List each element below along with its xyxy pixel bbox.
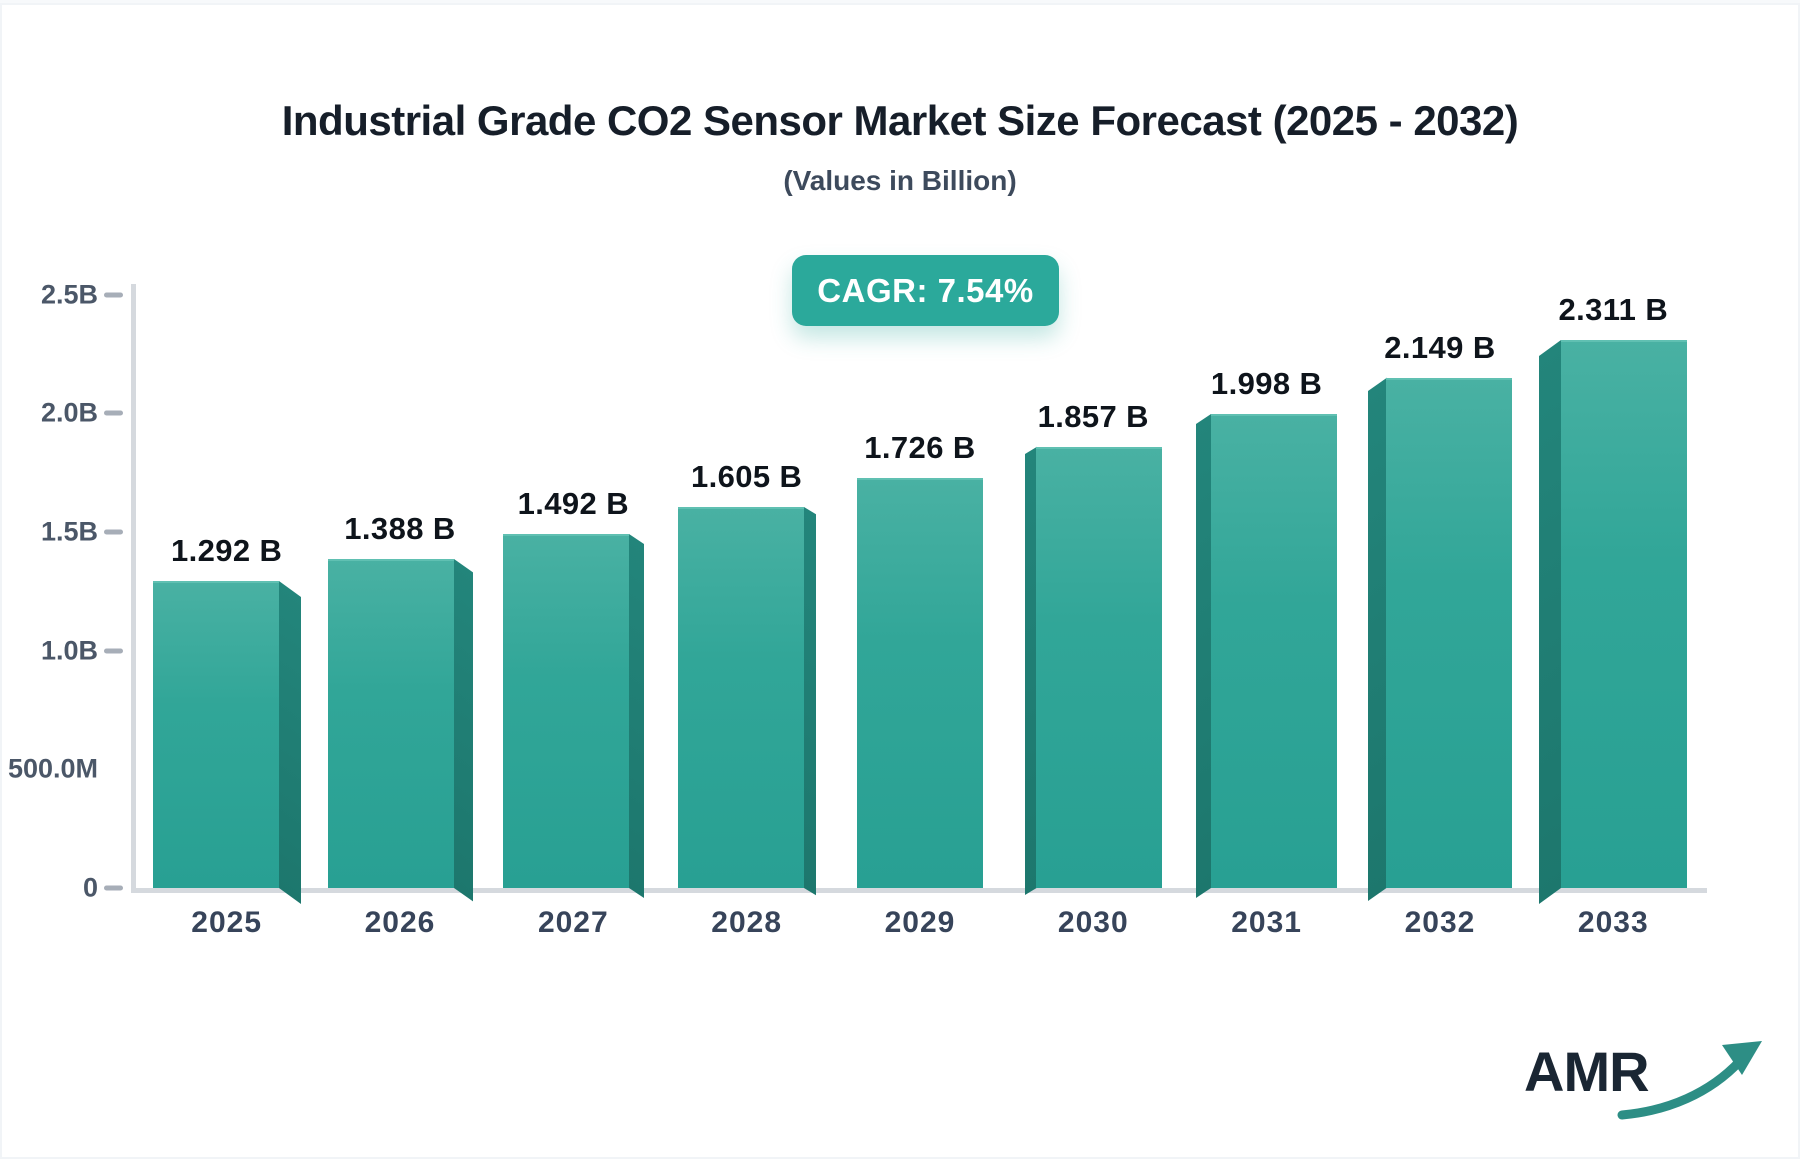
x-axis-year-label: 2027 (537, 906, 609, 939)
bar-front-face (1561, 339, 1688, 888)
bar-2026: 1.388 B (327, 511, 473, 901)
bar-side-face (1367, 378, 1387, 901)
bar-value-label: 1.492 B (517, 485, 629, 521)
x-axis-year-label: 2030 (1057, 906, 1129, 939)
bar-2027: 1.492 B (502, 486, 644, 898)
y-tick-label: 2.5B (40, 279, 98, 310)
bar-2029: 1.726 B (856, 430, 983, 888)
bar-value-label: 1.857 B (1037, 399, 1149, 435)
x-axis-year-label: 2032 (1404, 906, 1476, 939)
bar-front-face (1386, 378, 1513, 888)
bar-side-face (1539, 339, 1562, 904)
bar-slot: 2.149 B (1353, 3, 1526, 901)
y-tick-dash (104, 292, 123, 298)
bar-value-label: 2.311 B (1558, 291, 1669, 327)
bar-side-face (803, 507, 816, 895)
y-tick-dash (104, 529, 123, 535)
bar-2025: 1.292 B (152, 533, 301, 904)
bar-2033: 2.311 B (1539, 292, 1688, 904)
x-axis-year-label: 2029 (884, 906, 956, 939)
x-axis-line (131, 888, 1707, 893)
y-tick-label: 500.0M (7, 753, 98, 784)
bar-front-face (1211, 413, 1338, 888)
y-tick-dash (104, 885, 123, 891)
bar-value-label: 1.726 B (864, 430, 976, 466)
bar-slot: 1.492 B (487, 3, 660, 898)
bar-side-face (1196, 413, 1212, 898)
bar-slot: 1.388 B (313, 3, 486, 901)
bar-slot: 1.605 B (660, 3, 833, 895)
bar-slot: 1.292 B (140, 3, 313, 904)
bar-2032: 2.149 B (1367, 330, 1513, 901)
x-axis-year-label: 2033 (1577, 906, 1649, 939)
y-tick-label: 2.0B (40, 397, 98, 428)
bar-front-face (152, 581, 279, 888)
bar-front-face (677, 507, 804, 888)
y-tick-dash (104, 410, 123, 416)
bar-side-face (278, 581, 301, 904)
x-axis-year-label: 2026 (364, 906, 436, 939)
bar-value-label: 1.292 B (170, 533, 283, 569)
bar-series: 1.292 B 1.388 B 1.492 B 1.605 B 1.726 B (140, 3, 1700, 904)
amr-logo: AMR (1524, 1039, 1762, 1129)
bar-side-face (453, 558, 473, 901)
y-tick-label: 0 (82, 872, 98, 903)
bar-side-face (1024, 447, 1037, 895)
y-tick-dash (104, 648, 123, 654)
bar-front-face (1036, 447, 1163, 888)
y-axis-line (131, 284, 136, 892)
bar-slot: 1.857 B (1007, 3, 1180, 895)
bar-side-face (628, 533, 644, 898)
amr-logo-text: AMR (1524, 1040, 1650, 1103)
x-axis-year-label: 2025 (191, 906, 263, 939)
bar-front-face (856, 478, 983, 888)
page-title: Industrial Grade CO2 Sensor Market Size … (281, 97, 1519, 144)
bar-2031: 1.998 B (1196, 366, 1338, 898)
bar-front-face (327, 558, 454, 888)
growth-arrow-icon (1617, 1041, 1762, 1120)
bar-value-label: 1.998 B (1210, 365, 1323, 401)
y-tick-label: 1.5B (40, 516, 98, 547)
bar-front-face (502, 533, 629, 888)
bar-slot: 1.998 B (1180, 3, 1353, 898)
bar-slot: 2.311 B (1527, 3, 1700, 904)
bar-2028: 1.605 B (677, 459, 816, 895)
cagr-badge: CAGR: 7.54% (792, 255, 1059, 326)
y-tick-label: 1.0B (40, 635, 98, 666)
bar-value-label: 1.388 B (344, 510, 456, 546)
x-axis-year-label: 2028 (711, 906, 783, 939)
bar-slot: 1.726 B (833, 3, 1006, 888)
chart-subtitle: (Values in Billion) (783, 165, 1017, 196)
x-axis-year-label: 2031 (1231, 906, 1302, 939)
bar-2030: 1.857 B (1024, 399, 1163, 895)
bar-value-label: 1.605 B (690, 459, 803, 495)
bar-value-label: 2.149 B (1384, 330, 1496, 366)
x-axis: 2025 2026 2027 2028 2029 2030 2031 2032 … (140, 906, 1700, 940)
